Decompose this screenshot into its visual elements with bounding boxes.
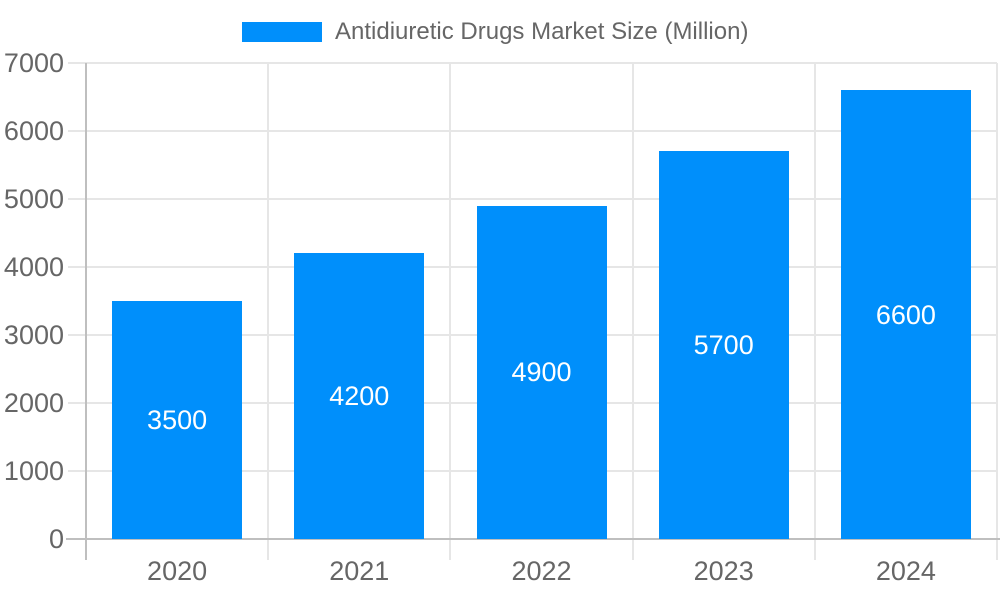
bar-value-label: 5700 xyxy=(693,330,754,361)
y-tick-label: 0 xyxy=(48,524,64,554)
bar-value-label: 6600 xyxy=(875,299,936,330)
y-gridline xyxy=(68,198,997,200)
bar-value-label: 4900 xyxy=(511,357,572,388)
y-tick-label: 1000 xyxy=(3,456,64,486)
x-gridline xyxy=(267,63,270,560)
x-gridline xyxy=(996,63,998,560)
y-gridline xyxy=(68,62,997,64)
x-axis-line xyxy=(66,538,1000,540)
y-tick-label: 7000 xyxy=(3,48,64,78)
bar-value-label: 3500 xyxy=(147,405,208,435)
x-tick-label: 2021 xyxy=(329,556,390,586)
y-tick-label: 2000 xyxy=(3,388,64,418)
bar xyxy=(112,301,243,539)
y-tick-label: 3000 xyxy=(3,320,64,350)
x-tick-label: 2023 xyxy=(693,556,754,586)
x-gridline xyxy=(813,63,816,560)
legend-swatch-icon xyxy=(242,22,322,42)
bar xyxy=(658,151,789,539)
bar-value-label: 4200 xyxy=(329,381,390,412)
y-tick-label: 4000 xyxy=(3,252,64,282)
y-gridline xyxy=(68,130,997,132)
x-gridline xyxy=(631,63,634,560)
bar xyxy=(840,90,971,539)
bar xyxy=(476,205,607,539)
y-tick-label: 6000 xyxy=(3,116,64,146)
x-tick-label: 2020 xyxy=(147,556,208,586)
y-axis-line xyxy=(85,63,87,560)
y-tick-label: 5000 xyxy=(3,184,64,214)
x-tick-label: 2024 xyxy=(875,556,936,586)
bar xyxy=(294,253,425,539)
x-tick-label: 2022 xyxy=(511,556,572,586)
chart-title: Antidiuretic Drugs Market Size (Million) xyxy=(335,18,749,45)
x-gridline xyxy=(449,63,452,560)
